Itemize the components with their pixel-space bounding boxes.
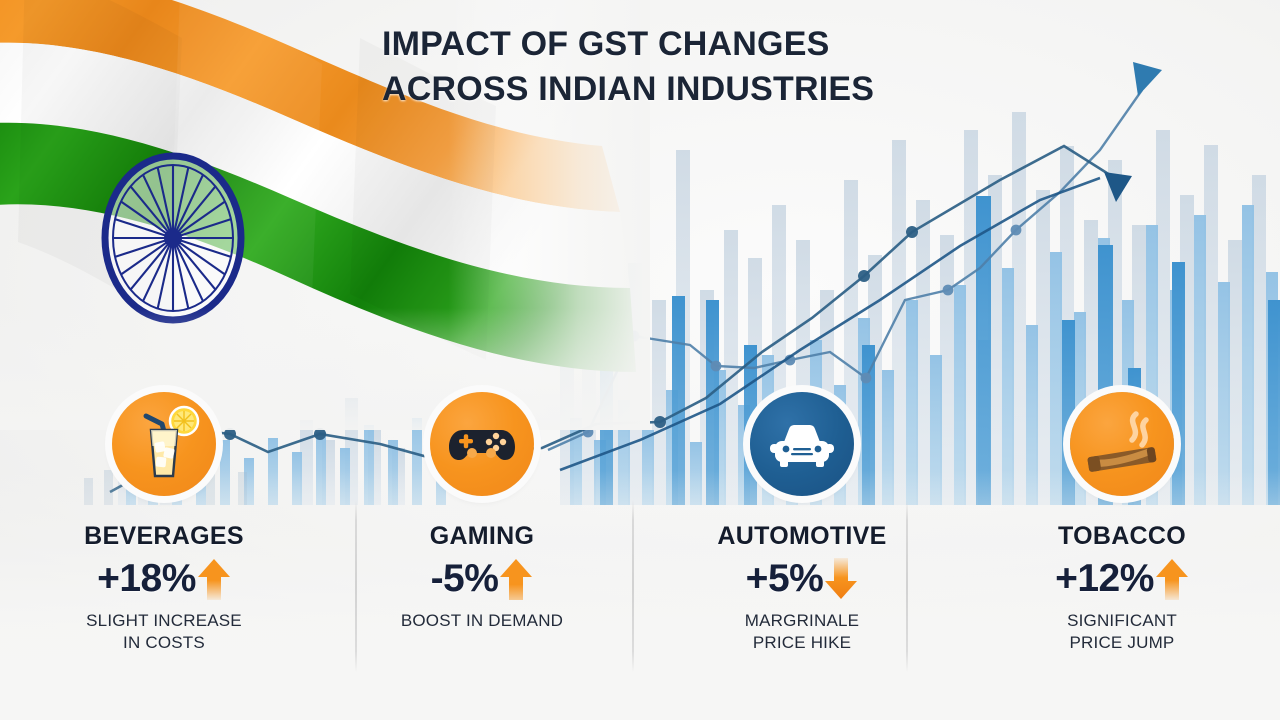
car-icon (750, 392, 854, 496)
card-divider-1 (355, 500, 357, 672)
card-metric-row: +12% (1055, 557, 1189, 601)
chart-arrowhead-lower (1104, 172, 1132, 202)
chart-trend-line-upper (547, 89, 1143, 452)
card-title: TOBACCO (1057, 522, 1187, 550)
card-title: GAMING (429, 522, 535, 550)
card-gaming[interactable]: GAMING -5% BOOST IN DEMAND (322, 392, 640, 720)
arrow-up-icon (1155, 559, 1188, 600)
card-description-line1: SLIGHT INCREASE (86, 611, 242, 630)
gamepad-icon (430, 392, 534, 496)
card-divider-3 (906, 500, 908, 672)
card-title: BEVERAGES (84, 522, 244, 550)
card-description: SLIGHT INCREASE IN COSTS (86, 610, 242, 655)
card-description-line2: IN COSTS (123, 633, 205, 653)
page-title: IMPACT OF GST CHANGES ACROSS INDIAN INDU… (382, 22, 942, 112)
card-automotive[interactable]: AUTOMOTIVE +5% MARGRINALE PRICE HIKE (640, 392, 960, 720)
chart-arrowhead-upper (1133, 62, 1162, 96)
card-description-line2: PRICE HIKE (752, 633, 852, 653)
page-title-line1: IMPACT OF GST CHANGES (382, 25, 830, 63)
chart-trend-line-lower (109, 144, 1119, 494)
arrow-up-icon (197, 559, 230, 600)
chart-trend-line-mid (559, 176, 1101, 472)
indian-flag (0, 0, 650, 430)
card-title: AUTOMOTIVE (717, 522, 887, 550)
card-percent: +18% (97, 557, 196, 600)
card-percent: -5% (430, 557, 499, 600)
beverage-glass-icon (112, 392, 216, 496)
card-description: BOOST IN DEMAND (401, 610, 563, 632)
card-tobacco[interactable]: TOBACCO +12% SIGNIFICANT PRICE JUMP (960, 392, 1280, 720)
cigar-smoke-icon (1070, 392, 1174, 496)
card-metric-row: -5% (431, 557, 534, 601)
card-description-line1: MARGRINALE (744, 611, 860, 630)
card-description: SIGNIFICANT PRICE JUMP (1067, 610, 1177, 655)
card-description: MARGRINALE PRICE HIKE (745, 610, 859, 655)
card-metric-row: +18% (97, 557, 231, 601)
card-metric-row: +5% (746, 557, 859, 601)
card-divider-2 (632, 500, 634, 672)
industry-cards: BEVERAGES +18% SLIGHT INCREASE IN COSTS (0, 392, 1280, 720)
page-title-line2: ACROSS INDIAN INDUSTRIES (382, 69, 875, 108)
card-percent: +12% (1055, 557, 1154, 600)
card-description-line1: BOOST IN DEMAND (400, 611, 564, 630)
card-beverages[interactable]: BEVERAGES +18% SLIGHT INCREASE IN COSTS (0, 392, 322, 720)
arrow-up-icon (500, 559, 533, 600)
card-description-line2: PRICE JUMP (1069, 633, 1175, 653)
arrow-down-icon (825, 558, 858, 599)
card-percent: +5% (745, 557, 824, 600)
card-description-line1: SIGNIFICANT (1067, 611, 1177, 630)
